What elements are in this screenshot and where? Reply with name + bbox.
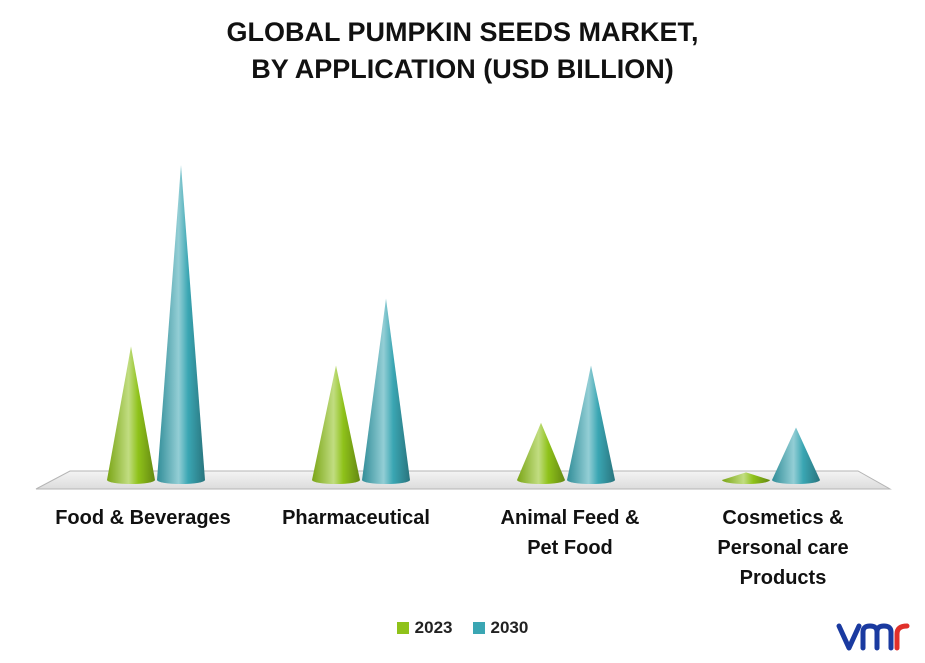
cone-2023-3: [722, 472, 770, 484]
legend-swatch-2030: [472, 622, 485, 634]
category-label-3-line-0: Cosmetics &: [722, 507, 844, 529]
chart-title: GLOBAL PUMPKIN SEEDS MARKET, BY APPLICAT…: [0, 14, 925, 88]
category-label-3-line-2: Products: [739, 567, 827, 589]
cone-2023-0: [107, 346, 155, 484]
category-label-1-line-0: Pharmaceutical: [282, 507, 430, 529]
cone-2030-2: [567, 365, 615, 484]
legend: 2023 2030: [0, 618, 925, 638]
cone-2023-2: [517, 422, 565, 484]
category-label-1: Pharmaceutical: [251, 503, 461, 533]
cone-2030-0: [157, 165, 205, 484]
legend-swatch-2023: [396, 622, 409, 634]
category-label-2-line-1: Pet Food: [527, 537, 613, 559]
cone-2030-3: [772, 427, 820, 484]
category-label-0-line-0: Food & Beverages: [55, 507, 231, 529]
category-label-2-line-0: Animal Feed &: [500, 507, 640, 529]
category-label-3-line-1: Personal care: [717, 537, 849, 559]
legend-item-2023[interactable]: 2023: [396, 618, 453, 638]
vmr-logo: [836, 623, 910, 651]
cone-2023-1: [312, 365, 360, 484]
category-label-2: Animal Feed & Pet Food: [465, 503, 675, 563]
category-label-3: Cosmetics & Personal care Products: [678, 503, 888, 593]
legend-label-2030: 2030: [490, 618, 529, 637]
legend-label-2023: 2023: [414, 618, 453, 637]
cone-2030-1: [362, 298, 410, 484]
chart-title-line-2: BY APPLICATION (USD BILLION): [251, 54, 674, 84]
legend-item-2030[interactable]: 2030: [472, 618, 529, 638]
chart-title-line-1: GLOBAL PUMPKIN SEEDS MARKET,: [226, 17, 699, 47]
category-label-0: Food & Beverages: [38, 503, 248, 533]
